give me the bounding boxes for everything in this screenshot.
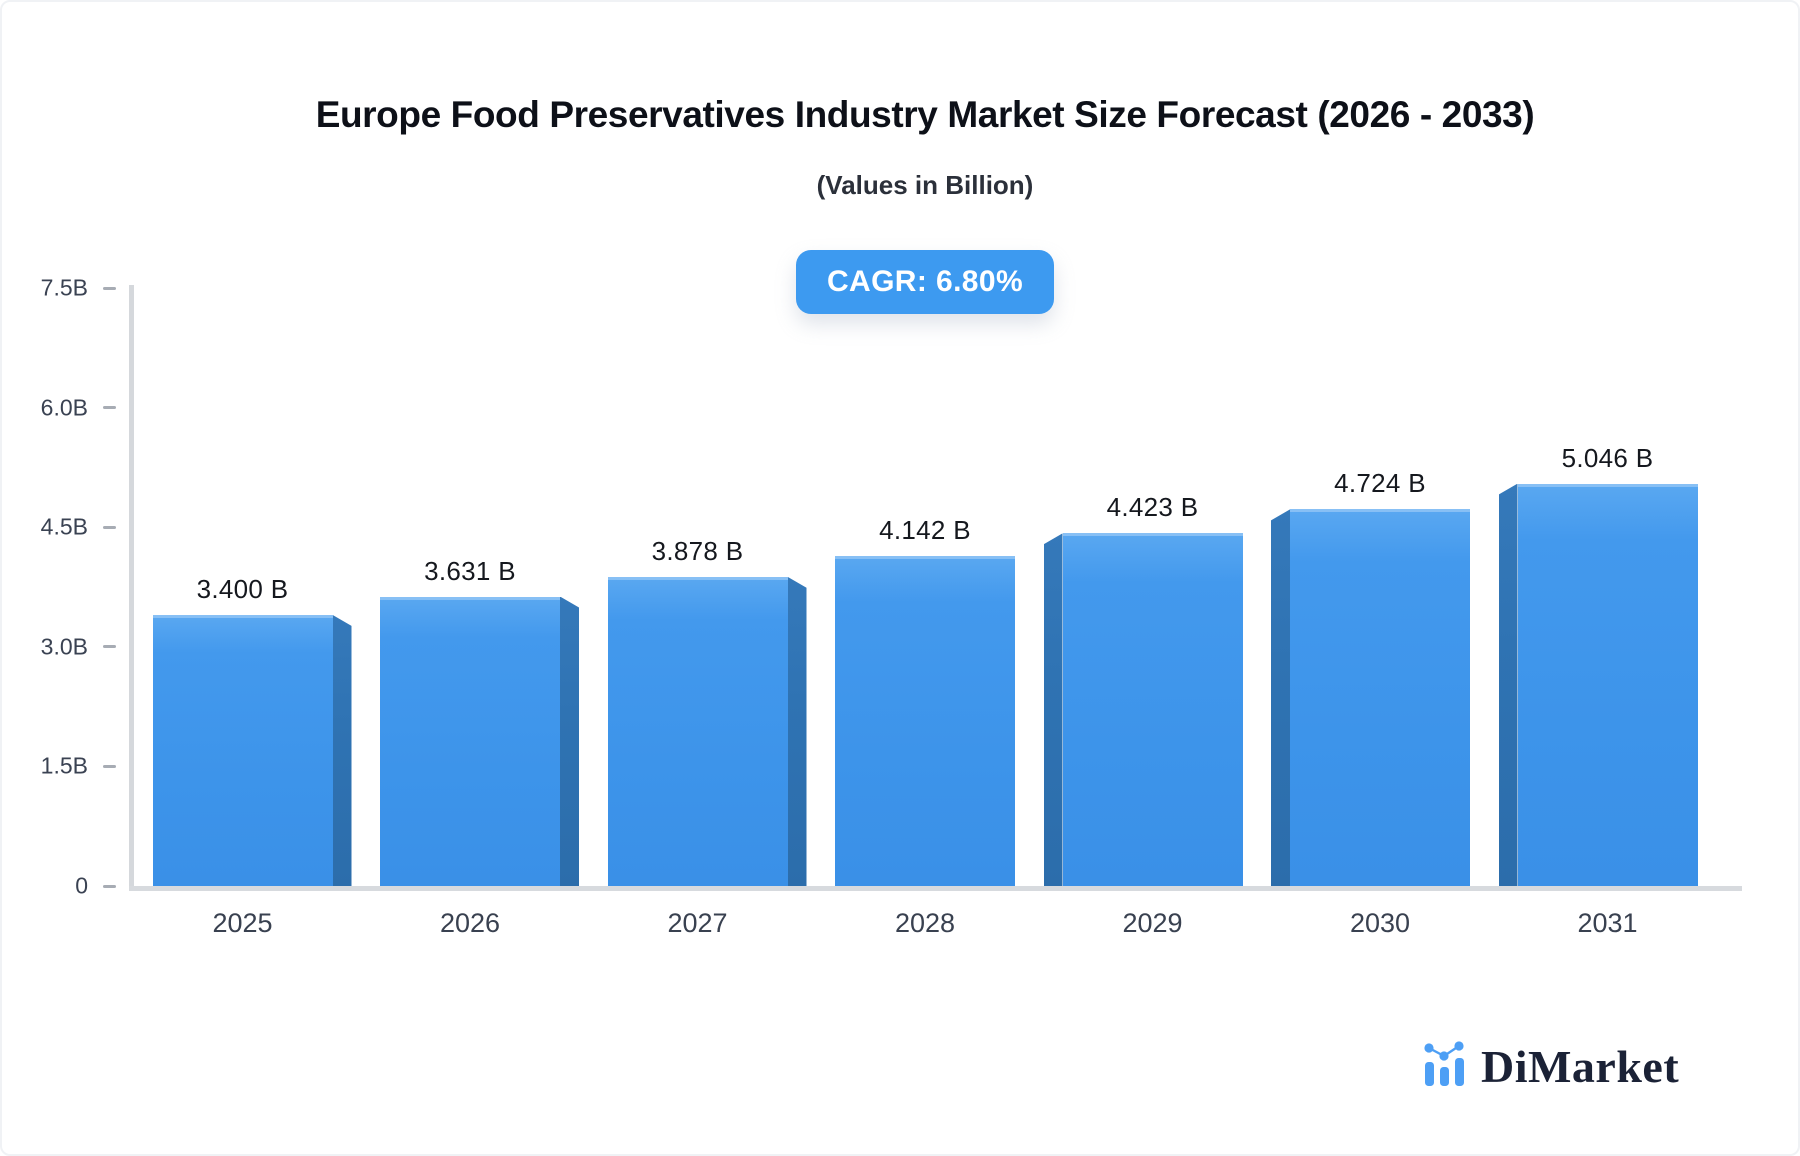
bar-value-label: 3.400 B <box>196 573 289 604</box>
y-tick-label: 6.0B <box>40 394 88 421</box>
bar-side-face <box>787 576 807 886</box>
y-tick-label: 1.5B <box>40 752 88 779</box>
x-axis-label-2026: 2026 <box>439 908 501 938</box>
x-axis-baseline <box>129 886 1742 891</box>
bar-2029 <box>1062 533 1243 886</box>
bar-value-label: 4.423 B <box>1106 492 1199 523</box>
bar-2031 <box>1517 483 1698 886</box>
y-tick-dash <box>103 406 116 410</box>
x-axis-label-2031: 2031 <box>1577 908 1638 938</box>
bar-value-label: 5.046 B <box>1561 442 1654 473</box>
cagr-badge: CAGR: 6.80% <box>795 250 1055 314</box>
y-tick-label: 7.5B <box>40 274 88 301</box>
cagr-badge-row: CAGR: 6.80% <box>125 250 1725 314</box>
bar-2030 <box>1290 509 1470 886</box>
brand-logo-text: DiMarket <box>1481 1041 1680 1092</box>
y-tick-label: 3.0B <box>40 633 88 660</box>
bar-chart-plot-area: 0 1.5B 3.0B 4.5B 6.0B 7.5B 3.400 B 2025 3.631 B… <box>41 275 1742 938</box>
y-tick-dash <box>103 645 116 649</box>
x-axis-label-2027: 2027 <box>667 908 728 938</box>
brand-logo: DiMarket <box>1422 1040 1679 1090</box>
y-tick-dash <box>103 764 116 768</box>
y-axis-line <box>129 285 134 891</box>
bar-2026 <box>380 596 560 886</box>
bar-value-label: 4.142 B <box>879 514 971 545</box>
bar-side-face <box>1043 533 1063 886</box>
bar-side-face <box>332 614 352 886</box>
x-axis-label-2029: 2029 <box>1122 908 1183 938</box>
bar-value-label: 3.878 B <box>651 535 744 566</box>
y-tick-label: 4.5B <box>40 513 88 540</box>
x-axis-label-2028: 2028 <box>894 908 956 938</box>
x-axis-label-2025: 2025 <box>212 908 273 938</box>
chart-subtitle: (Values in Billion) <box>816 170 1034 200</box>
bar-side-face <box>1498 483 1518 886</box>
y-tick-dash <box>103 525 116 529</box>
x-axis-label-2030: 2030 <box>1349 908 1411 938</box>
y-tick-label: 0 <box>75 872 88 899</box>
y-tick-dash <box>103 884 116 888</box>
bar-value-label: 4.724 B <box>1334 468 1426 499</box>
y-tick-dash <box>103 286 116 290</box>
bar-side-face <box>560 596 579 886</box>
bar-2025 <box>152 614 333 886</box>
bar-value-label: 3.631 B <box>424 555 516 586</box>
bar-chart-logo-icon <box>1424 1041 1464 1086</box>
bar-2027 <box>607 576 788 886</box>
bar-2028 <box>835 555 1015 886</box>
chart-title: Europe Food Preservatives Industry Marke… <box>315 94 1535 135</box>
bar-side-face <box>1271 509 1290 886</box>
